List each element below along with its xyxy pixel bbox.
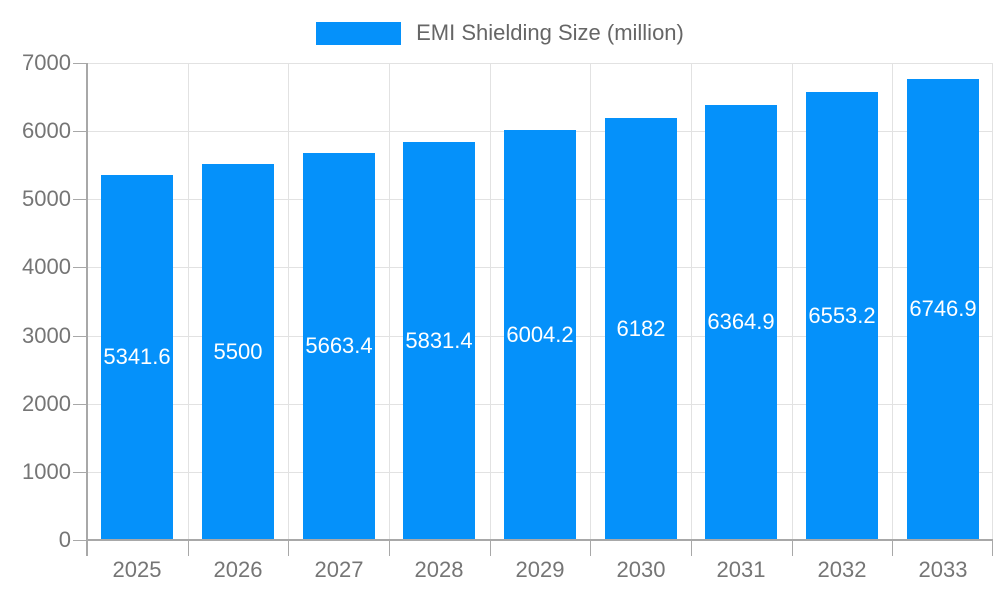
x-axis-label: 2026 — [213, 557, 263, 582]
x-axis-tick — [87, 541, 88, 556]
vertical-gridline — [792, 63, 793, 540]
vertical-gridline — [188, 63, 189, 540]
x-axis-label: 2033 — [918, 557, 968, 582]
bar-value-label: 5663.4 — [305, 333, 373, 358]
horizontal-gridline — [87, 63, 993, 64]
plot-area: 5341.6 5500 5663.4 5831.4 6004.2 6182 6364.9 65… — [22, 52, 993, 582]
bar-value-label: 6004.2 — [506, 321, 574, 347]
bar-2026[interactable]: 5500 — [202, 164, 274, 539]
legend-label: EMI Shielding Size (million) — [416, 20, 684, 45]
y-axis-tick — [73, 335, 87, 337]
bar-2031[interactable]: 6364.9 — [705, 105, 777, 539]
x-axis-tick — [590, 541, 591, 556]
bar-2030[interactable]: 6182 — [605, 118, 677, 539]
vertical-gridline — [691, 63, 692, 540]
bar-2028[interactable]: 5831.4 — [403, 142, 475, 539]
legend-swatch — [316, 21, 402, 45]
y-axis-tick — [73, 403, 87, 405]
vertical-gridline — [389, 63, 390, 540]
bar-2025[interactable]: 5341.6 — [101, 175, 173, 539]
y-axis-label: 3000 — [22, 322, 71, 348]
x-axis-label: 2029 — [515, 557, 565, 582]
x-axis-tick — [188, 541, 189, 556]
x-axis-tick — [691, 541, 692, 556]
vertical-gridline — [892, 63, 893, 540]
x-axis-label: 2027 — [314, 557, 364, 582]
y-axis-label: 1000 — [22, 458, 71, 484]
x-axis-label: 2031 — [716, 557, 766, 582]
vertical-gridline — [490, 63, 491, 540]
bar-2027[interactable]: 5663.4 — [303, 153, 375, 539]
y-axis-tick — [73, 199, 87, 201]
x-axis-label: 2028 — [414, 557, 464, 582]
x-axis-label: 2032 — [817, 557, 867, 582]
legend[interactable]: EMI Shielding Size (million) — [0, 18, 1000, 48]
y-axis-label: 5000 — [22, 186, 71, 212]
x-axis-tick — [389, 541, 390, 556]
vertical-gridline — [590, 63, 591, 540]
y-axis-tick — [73, 131, 87, 133]
vertical-gridline — [992, 63, 993, 540]
y-axis-tick — [73, 63, 87, 64]
x-axis-tick — [992, 541, 993, 556]
x-axis-line — [87, 539, 993, 541]
bar-2033[interactable]: 6746.9 — [907, 79, 979, 539]
y-axis-label: 0 — [58, 527, 71, 552]
bar-value-label: 6553.2 — [808, 302, 876, 328]
bar-value-label: 6746.9 — [909, 296, 977, 321]
y-axis-label: 2000 — [22, 390, 71, 416]
y-axis-label: 4000 — [22, 254, 71, 280]
vertical-gridline — [288, 63, 289, 540]
x-axis-tick — [288, 541, 289, 556]
bar-value-label: 5341.6 — [103, 344, 171, 369]
bar-value-label: 5500 — [213, 338, 263, 364]
bar-2032[interactable]: 6553.2 — [806, 92, 878, 539]
x-axis-tick — [490, 541, 491, 556]
x-axis-tick — [892, 541, 893, 556]
bar-2029[interactable]: 6004.2 — [504, 130, 576, 539]
y-axis-tick — [73, 471, 87, 473]
bar-value-label: 6182 — [616, 315, 666, 341]
y-axis-line — [86, 63, 88, 556]
y-axis-tick — [73, 267, 87, 269]
y-axis-tick — [73, 540, 87, 541]
y-axis-label: 7000 — [22, 50, 71, 75]
x-axis-label: 2030 — [616, 557, 666, 582]
x-axis-tick — [792, 541, 793, 556]
bar-value-label: 6364.9 — [707, 309, 775, 334]
bar-value-label: 5831.4 — [405, 327, 473, 353]
x-axis-label: 2025 — [112, 557, 162, 582]
y-axis-label: 6000 — [22, 118, 71, 144]
